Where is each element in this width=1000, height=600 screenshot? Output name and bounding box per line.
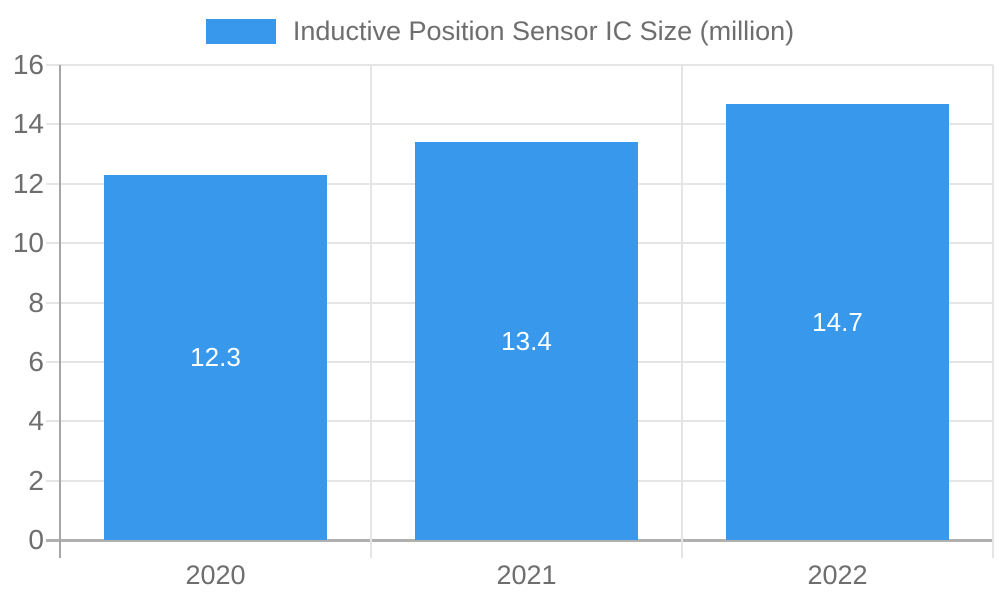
category-boundary-line	[992, 65, 994, 558]
x-axis-zero-line	[46, 538, 993, 542]
bar-2022[interactable]	[725, 103, 950, 540]
bar-value-label: 12.3	[190, 342, 241, 373]
x-tick-label: 2021	[496, 560, 557, 590]
category-boundary-line	[370, 65, 372, 558]
x-tick-label: 2022	[807, 560, 868, 590]
gridline-y	[46, 123, 993, 126]
legend[interactable]: Inductive Position Sensor IC Size (milli…	[0, 14, 1000, 48]
y-tick-label: 16	[12, 49, 44, 80]
y-tick-label: 0	[28, 524, 44, 555]
y-tick-label: 10	[12, 227, 44, 259]
bar-2021[interactable]	[414, 142, 639, 540]
y-tick-label: 2	[28, 464, 44, 496]
gridline-y	[46, 64, 993, 66]
y-tick-label: 8	[28, 286, 44, 318]
y-tick-label: 14	[12, 108, 44, 140]
category-boundary-line	[681, 65, 683, 558]
y-tick-label: 4	[28, 405, 44, 437]
legend-swatch	[205, 18, 276, 44]
y-tick-label: 6	[28, 345, 44, 377]
bar-value-label: 13.4	[501, 326, 552, 357]
legend-label: Inductive Position Sensor IC Size (milli…	[292, 15, 795, 46]
y-axis-line	[59, 65, 61, 558]
bar-value-label: 14.7	[812, 306, 863, 337]
y-tick-label: 12	[12, 167, 44, 199]
bar-2020[interactable]	[103, 174, 328, 540]
x-tick-label: 2020	[185, 560, 246, 590]
